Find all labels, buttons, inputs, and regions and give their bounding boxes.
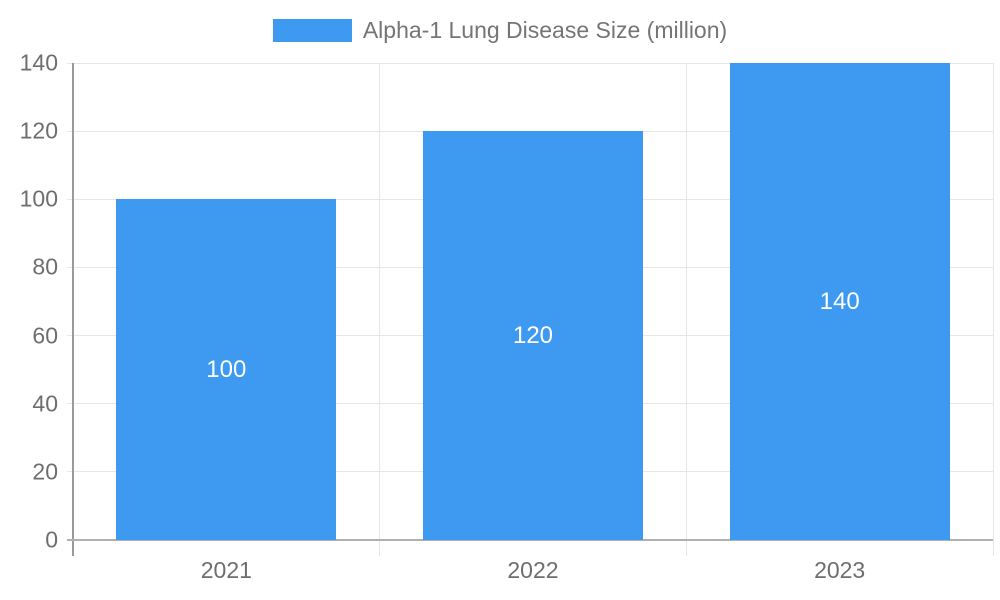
- bar[interactable]: [423, 131, 643, 540]
- y-axis-line: [72, 63, 74, 556]
- y-axis-tick-label: 20: [32, 458, 58, 485]
- y-axis-tick-label: 140: [19, 49, 58, 76]
- bar-value-label: 100: [206, 355, 247, 383]
- bar-value-label: 120: [512, 321, 554, 349]
- bar[interactable]: [729, 63, 950, 540]
- gridline-vertical: [379, 63, 381, 556]
- x-axis-tick-label: 2021: [200, 557, 252, 583]
- y-axis-tick-label: 0: [45, 526, 58, 553]
- y-axis-tick-label: 120: [19, 117, 58, 144]
- legend[interactable]: Alpha-1 Lung Disease Size (million): [0, 17, 1000, 43]
- gridline-vertical: [685, 63, 687, 556]
- legend-swatch: [272, 18, 352, 42]
- y-axis-tick-label: 100: [19, 185, 58, 212]
- y-axis-tick-label: 80: [32, 253, 58, 280]
- x-axis-line: [67, 539, 993, 541]
- y-axis-tick-label: 60: [32, 322, 58, 349]
- legend-label: Alpha-1 Lung Disease Size (million): [362, 17, 728, 43]
- bar-value-label: 140: [819, 287, 860, 315]
- x-axis-tick-label: 2022: [507, 557, 559, 583]
- bar[interactable]: [116, 199, 337, 540]
- gridline-vertical: [992, 63, 994, 556]
- y-axis-tick-label: 40: [32, 390, 58, 417]
- gridline-horizontal: [67, 62, 993, 64]
- x-axis-tick-label: 2023: [814, 557, 866, 583]
